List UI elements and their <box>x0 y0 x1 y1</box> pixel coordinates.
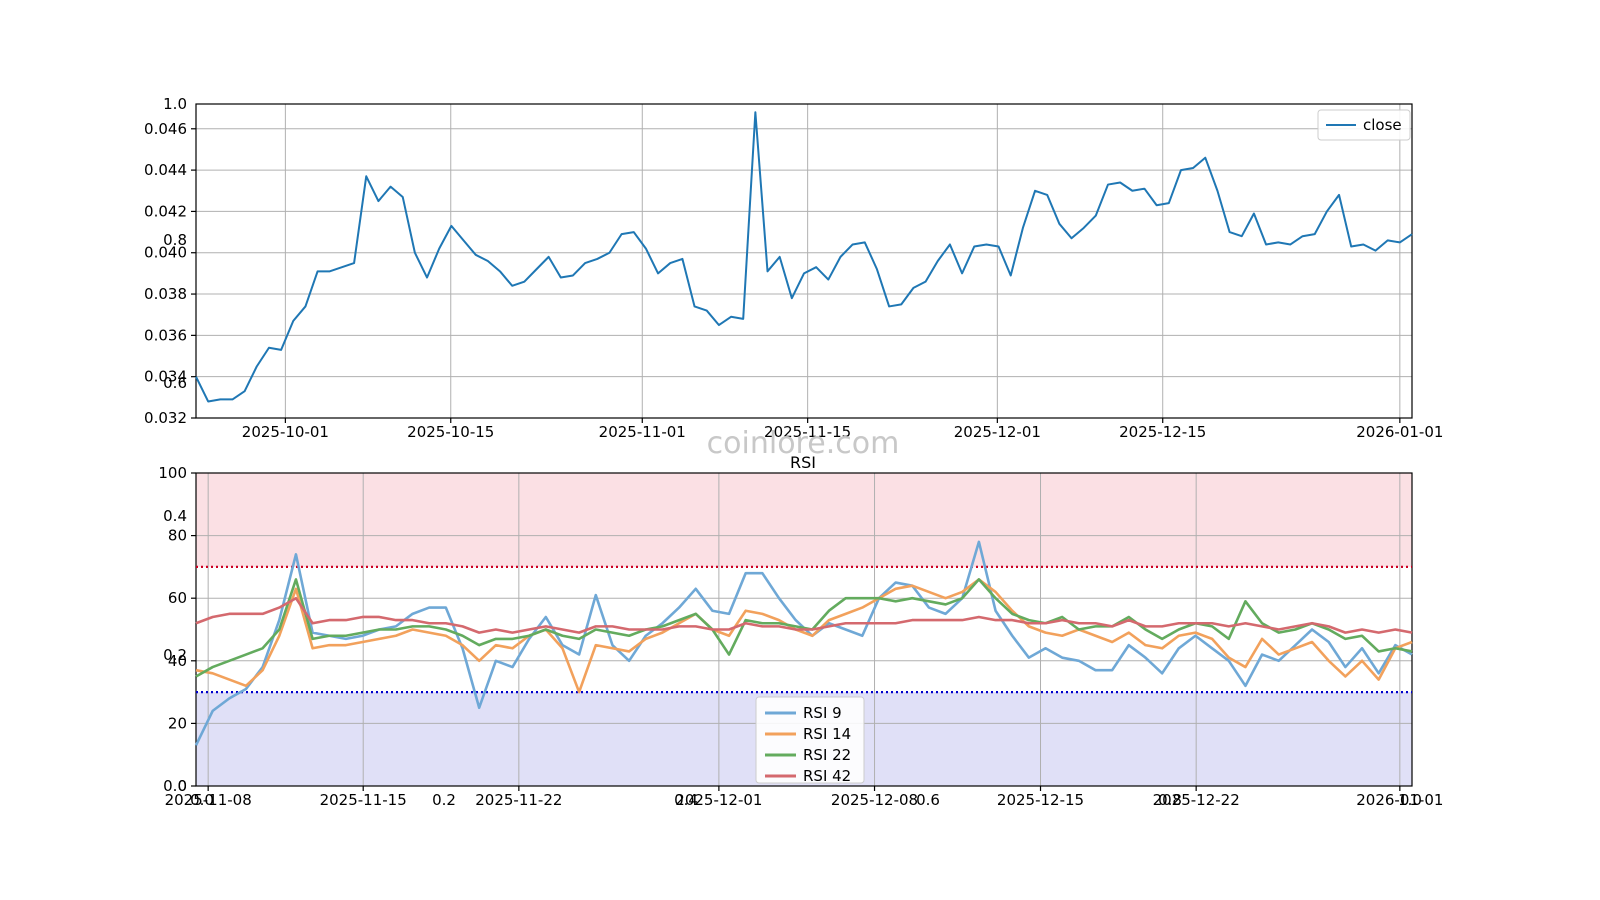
rsi-x-tick-labels-secondary: 0.0 0.2 0.4 0.6 0.8 1.0 <box>190 791 1422 809</box>
price-y-tick-label: 0.034 <box>144 368 187 386</box>
rsi-x-tick-label: 2025-11-15 <box>320 791 407 809</box>
rsi-y-tick-label: 20 <box>168 714 187 732</box>
price-y-tick-label: 0.032 <box>144 409 187 427</box>
rsi-x-tick-label: 2025-12-22 <box>1153 791 1240 809</box>
rsi-overbought-band <box>196 473 1412 567</box>
rsi-x-tick-label-secondary: 0.8 <box>1158 791 1182 809</box>
price-y-tick-label: 0.040 <box>144 244 187 262</box>
rsi-panel-title: RSI <box>790 453 816 472</box>
price-legend-box[interactable] <box>1317 109 1411 141</box>
rsi-x-tick-label-secondary: 0.4 <box>674 791 698 809</box>
rsi-y-tick-label: 40 <box>168 652 187 670</box>
price-y-tick-labels: 0.032 0.034 0.036 0.038 0.040 0.042 0.044 0.046 <box>144 120 196 427</box>
price-x-tick-label: 2025-10-15 <box>407 423 494 441</box>
rsi-legend-label: RSI 14 <box>803 725 851 743</box>
price-axes-frame <box>195 103 1413 419</box>
rsi-y-tick-label-secondary: 0.0 <box>163 777 187 795</box>
rsi-x-tick-labels: 2025-11-08 2025-11-15 2025-11-22 2025-12-01… <box>165 786 1443 809</box>
price-x-tick-label: 2026-01-01 <box>1356 423 1443 441</box>
price-y-tick-label: 0.038 <box>144 285 187 303</box>
rsi-legend[interactable]: RSI 9 RSI 14 RSI 22 RSI 42 <box>755 696 865 785</box>
rsi-y-tick-label: 0 <box>177 777 187 795</box>
rsi-x-tick-label-secondary: 1.0 <box>1398 791 1422 809</box>
price-y-tick-label: 0.042 <box>144 202 187 220</box>
price-panel: 0.032 0.034 0.036 0.038 0.040 0.042 0.044 0.046… <box>144 95 1443 441</box>
price-close-line <box>195 111 1413 403</box>
price-x-tick-labels: 2025-10-01 2025-10-15 2025-11-01 2025-11-15… <box>242 418 1443 441</box>
price-y-tick-label-secondary: 0.6 <box>163 374 187 392</box>
rsi-x-tick-label: 2025-12-01 <box>675 791 762 809</box>
price-x-tick-label: 2025-10-01 <box>242 423 329 441</box>
rsi-legend-label: RSI 9 <box>803 704 842 722</box>
rsi-x-tick-label-secondary: 0.0 <box>190 791 214 809</box>
price-y-tick-label-secondary: 1.0 <box>163 95 187 113</box>
rsi-y-tick-labels-secondary: 0.0 0.2 0.4 <box>163 507 187 795</box>
price-x-tick-label: 2025-12-01 <box>954 423 1041 441</box>
price-y-tick-label-secondary: 0.8 <box>163 231 187 249</box>
price-x-tick-label: 2025-11-15 <box>764 423 851 441</box>
rsi-series-group <box>194 540 1413 746</box>
rsi-x-tick-label: 2026-01-01 <box>1356 791 1443 809</box>
price-series-group <box>195 111 1413 403</box>
rsi-y-tick-label: 80 <box>168 527 187 545</box>
rsi-legend-label: RSI 42 <box>803 767 851 785</box>
rsi-x-tick-label-secondary: 0.6 <box>916 791 940 809</box>
price-y-tick-label: 0.036 <box>144 326 187 344</box>
rsi-gridlines <box>196 472 1412 787</box>
price-y-tick-label: 0.044 <box>144 161 187 179</box>
price-legend-label: close <box>1363 116 1402 134</box>
price-x-tick-label: 2025-11-01 <box>599 423 686 441</box>
rsi-legend-box[interactable] <box>755 696 865 784</box>
price-x-tick-label: 2025-12-15 <box>1119 423 1206 441</box>
rsi-y-tick-label: 100 <box>158 464 187 482</box>
rsi-x-tick-label: 2025-11-08 <box>165 791 252 809</box>
rsi-y-tick-labels: 0 20 40 60 80 100 <box>158 464 196 795</box>
rsi-y-tick-label: 60 <box>168 589 187 607</box>
price-gridlines <box>196 104 1412 419</box>
rsi-x-tick-label-secondary: 0.2 <box>432 791 456 809</box>
rsi-axes-frame <box>195 472 1413 787</box>
rsi-line-rsi-14 <box>195 578 1413 694</box>
price-y-tick-labels-secondary: 0.6 0.8 1.0 <box>163 95 187 392</box>
rsi-y-tick-label-secondary: 0.2 <box>163 646 187 664</box>
rsi-x-tick-label: 2025-11-22 <box>475 791 562 809</box>
rsi-y-tick-label-secondary: 0.4 <box>163 507 187 525</box>
watermark-text: coinlore.com <box>707 426 900 461</box>
rsi-line-rsi-42 <box>195 596 1413 634</box>
price-legend[interactable]: close <box>1317 109 1411 141</box>
rsi-x-tick-label: 2025-12-15 <box>997 791 1084 809</box>
rsi-legend-label: RSI 22 <box>803 746 851 764</box>
price-y-tick-label: 0.046 <box>144 120 187 138</box>
rsi-x-tick-label: 2025-12-08 <box>831 791 918 809</box>
rsi-line-rsi-22 <box>195 578 1413 678</box>
